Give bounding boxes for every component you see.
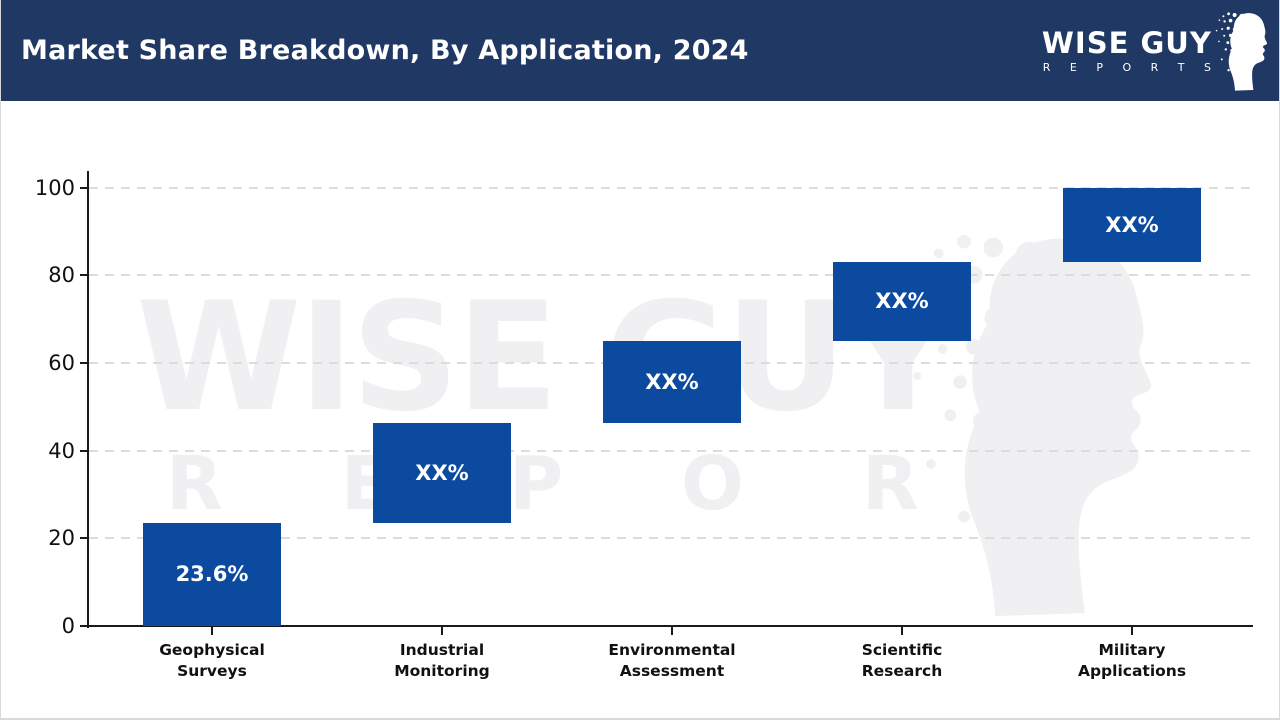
logo-primary-text: WISE GUY [1041, 25, 1212, 60]
y-tick-mark [80, 625, 87, 627]
chart-title: Market Share Breakdown, By Application, … [21, 35, 749, 66]
x-tick-mark [1131, 627, 1133, 635]
y-tick-label: 0 [61, 614, 75, 638]
y-tick-label: 20 [48, 526, 75, 551]
gridline [89, 186, 1253, 189]
gridline [89, 274, 1253, 277]
y-axis [87, 170, 89, 628]
gridline [89, 537, 1253, 540]
y-tick-label: 60 [48, 350, 75, 375]
logo-head-icon [1215, 11, 1267, 91]
bar-geophysical-surveys: 23.6% [143, 522, 281, 626]
category-label: Industrial Monitoring [394, 641, 490, 680]
x-tick-mark [211, 627, 213, 635]
bar-value-label: XX% [1105, 212, 1159, 237]
x-tick-mark [441, 627, 443, 635]
bar-military-applications: XX% [1063, 187, 1201, 263]
x-axis [87, 625, 1253, 627]
category-label: Environmental Assessment [608, 641, 736, 680]
x-tick-mark [671, 627, 673, 635]
y-tick-label: 100 [34, 175, 75, 200]
wise-guy-logo: WISE GUY R E P O R T S [1035, 11, 1269, 91]
y-tick-mark [80, 361, 87, 364]
waterfall-chart: 0 20 40 60 80 100 23.6% Geophysical Surveys XX% I… [1, 101, 1279, 718]
bar-value-label: XX% [875, 289, 929, 314]
y-tick-mark [80, 186, 87, 189]
x-tick-mark [901, 627, 903, 635]
gridline [89, 449, 1253, 452]
y-tick-mark [80, 274, 87, 277]
y-tick-label: 80 [48, 263, 75, 288]
y-tick-mark [80, 537, 87, 540]
logo-text: WISE GUY R E P O R T S [1035, 25, 1219, 74]
bar-environmental-assessment: XX% [603, 340, 741, 424]
category-label: Geophysical Surveys [159, 641, 265, 680]
bar-industrial-monitoring: XX% [373, 423, 511, 523]
category-label: Scientific Research [861, 641, 943, 680]
bar-value-label: 23.6% [175, 562, 249, 587]
bar-value-label: XX% [415, 460, 469, 485]
bar-value-label: XX% [645, 369, 699, 394]
y-tick-mark [80, 449, 87, 452]
category-label: Military Applications [1077, 641, 1187, 680]
y-tick-label: 40 [48, 438, 75, 463]
logo-secondary-text: R E P O R T S [1042, 60, 1219, 74]
header-bar: Market Share Breakdown, By Application, … [1, 0, 1279, 101]
bar-scientific-research: XX% [833, 262, 971, 341]
